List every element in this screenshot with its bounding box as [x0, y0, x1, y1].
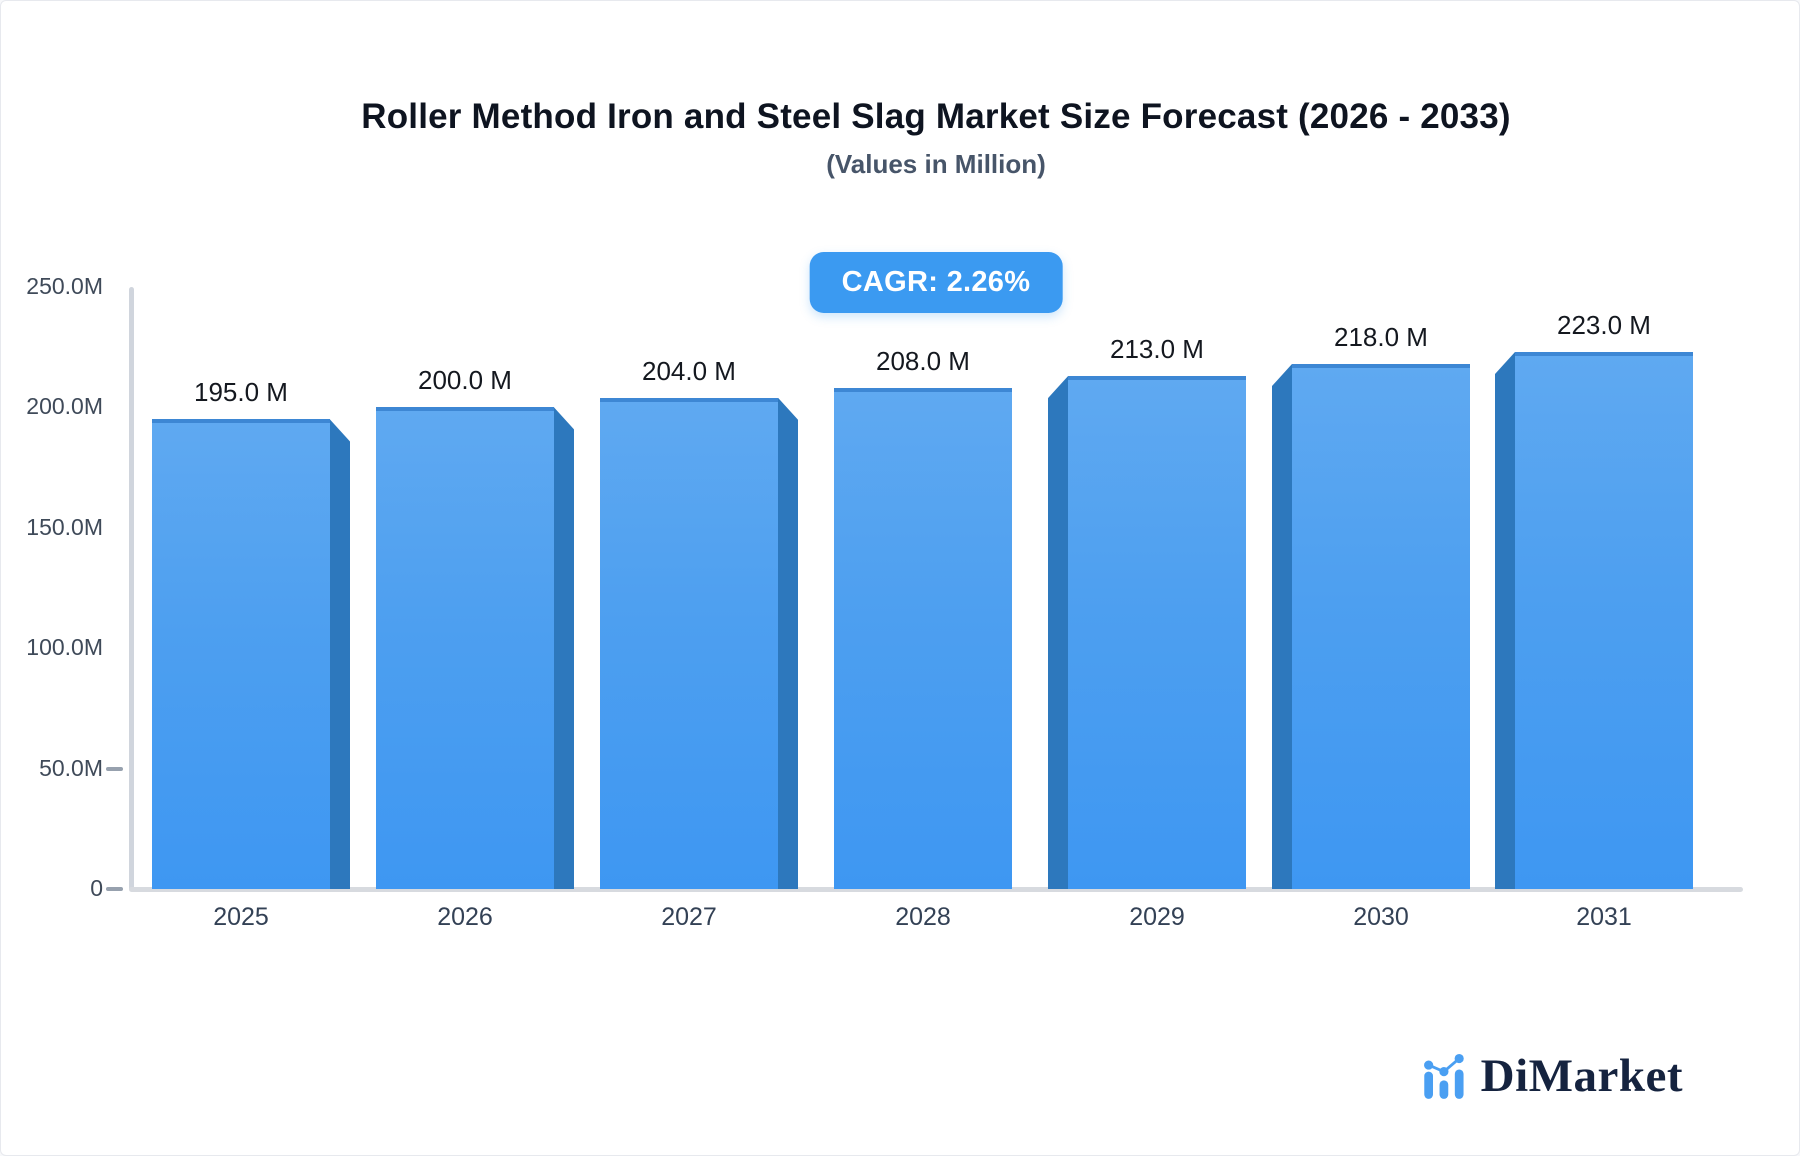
x-axis-label-2031: 2031	[1576, 903, 1632, 931]
bar-value-label-2027: 204.0 M	[642, 355, 736, 386]
y-axis-tick-label: 0	[90, 875, 103, 901]
chart-title: Roller Method Iron and Steel Slag Market…	[361, 97, 1511, 136]
bar-2026[interactable]	[376, 407, 554, 889]
x-axis-label-2028: 2028	[895, 903, 951, 931]
bar-side-face-2029	[1048, 376, 1068, 889]
y-axis-tick-mark	[106, 766, 123, 771]
bar-value-label-2029: 213.0 M	[1110, 334, 1204, 365]
x-axis-label-2025: 2025	[213, 903, 269, 931]
bar-value-label-2025: 195.0 M	[194, 377, 288, 408]
y-axis-tick-label: 150.0M	[26, 513, 103, 540]
bar-value-label-2026: 200.0 M	[418, 365, 512, 396]
bar-chart-logo-icon	[1422, 1052, 1468, 1100]
bar-side-face-2027	[778, 397, 798, 889]
x-axis-line	[129, 887, 1743, 892]
cagr-badge: CAGR: 2.26%	[809, 252, 1063, 313]
x-axis-label-2030: 2030	[1353, 903, 1409, 931]
y-axis-tick-mark	[106, 887, 123, 891]
y-axis-tick-label: 200.0M	[26, 393, 103, 420]
x-axis-label-2029: 2029	[1129, 903, 1185, 931]
bar-2031[interactable]	[1515, 352, 1693, 889]
bar-2030[interactable]	[1292, 364, 1470, 889]
chart-subtitle: (Values in Million)	[826, 149, 1046, 179]
bar-value-label-2030: 218.0 M	[1334, 322, 1428, 353]
x-axis-label-2027: 2027	[661, 903, 717, 931]
x-axis-label-2026: 2026	[437, 903, 493, 931]
y-axis-tick-label: 100.0M	[26, 634, 103, 661]
bar-side-face-2030	[1272, 364, 1292, 889]
bar-2027[interactable]	[600, 397, 778, 889]
y-axis-line	[129, 287, 134, 891]
bar-2025[interactable]	[152, 419, 330, 889]
brand-name: DiMarket	[1480, 1050, 1683, 1102]
bar-side-face-2025	[330, 419, 350, 889]
bar-2029[interactable]	[1068, 376, 1246, 889]
chart-header: Roller Method Iron and Steel Slag Market…	[129, 95, 1743, 180]
bar-side-face-2031	[1495, 352, 1515, 889]
bar-2028[interactable]	[834, 388, 1012, 889]
y-axis-tick-label: 250.0M	[26, 273, 103, 299]
y-axis-tick-label: 50.0M	[39, 754, 103, 781]
bar-side-face-2026	[554, 407, 574, 889]
brand-logo: DiMarket	[1422, 1049, 1683, 1103]
bar-value-label-2028: 208.0 M	[876, 346, 970, 377]
bar-value-label-2031: 223.0 M	[1557, 310, 1651, 341]
